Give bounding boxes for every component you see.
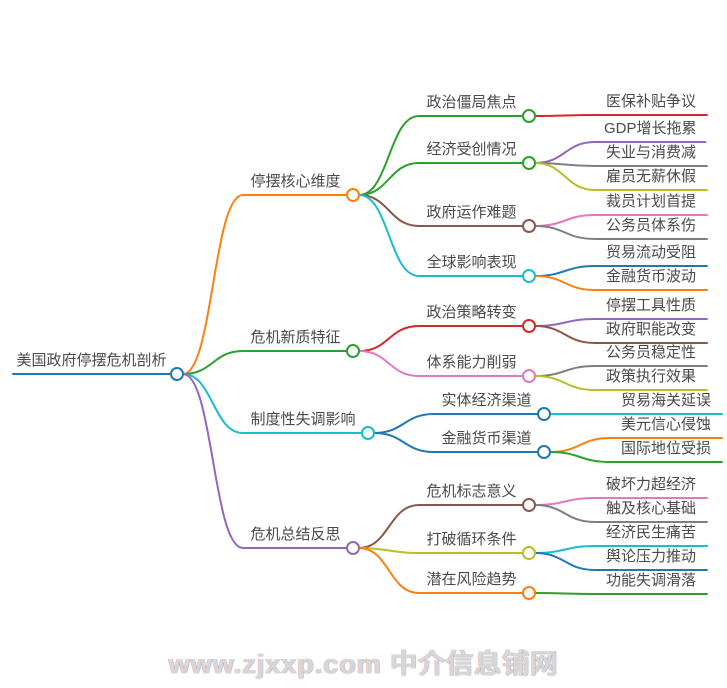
- node-toggle-circle[interactable]: [522, 498, 536, 512]
- mindmap-node-label[interactable]: 经济民生痛苦: [605, 524, 697, 541]
- mindmap-node-label[interactable]: 国际地位受损: [620, 440, 712, 457]
- mindmap-node-label[interactable]: 政治僵局焦点: [426, 94, 517, 111]
- branch-link: [534, 504, 708, 523]
- branch-link: [534, 375, 708, 391]
- mindmap-node-label[interactable]: 贸易海关延误: [620, 392, 712, 409]
- branch-link: [549, 451, 723, 463]
- branch-link: [358, 194, 525, 277]
- branch-link: [534, 114, 708, 117]
- node-toggle-circle[interactable]: [346, 344, 360, 358]
- mindmap-node-label[interactable]: 雇员无薪休假: [605, 168, 697, 185]
- branch-link: [182, 373, 349, 549]
- node-toggle-circle[interactable]: [522, 546, 536, 560]
- branch-link: [534, 162, 708, 191]
- mindmap-node-label[interactable]: GDP增长拖累: [603, 120, 697, 137]
- mindmap-node-label[interactable]: 潜在风险趋势: [426, 571, 517, 588]
- branch-link: [358, 325, 525, 352]
- node-toggle-circle[interactable]: [522, 219, 536, 233]
- node-toggle-circle[interactable]: [537, 445, 551, 459]
- mindmap-node-label[interactable]: 政府职能改变: [605, 321, 697, 338]
- node-toggle-circle[interactable]: [522, 586, 536, 600]
- branch-link: [534, 162, 708, 167]
- branch-link: [358, 547, 525, 554]
- branch-link: [358, 194, 525, 227]
- mindmap-node-label[interactable]: 舆论压力推动: [605, 548, 697, 565]
- mindmap-node-label[interactable]: 贸易流动受阻: [605, 244, 697, 261]
- mindmap-node-label[interactable]: 危机标志意义: [426, 483, 517, 500]
- branch-link: [358, 115, 525, 196]
- mindmap-root-label[interactable]: 美国政府停摆危机剖析: [16, 352, 167, 369]
- mindmap-node-label[interactable]: 公务员体系伤: [605, 217, 697, 234]
- branch-link: [534, 275, 708, 291]
- mindmap-node-label[interactable]: 触及核心基础: [605, 500, 697, 517]
- branch-link: [534, 225, 708, 240]
- mindmap-node-label[interactable]: 体系能力削弱: [426, 354, 517, 371]
- mindmap-node-label[interactable]: 政治策略转变: [426, 304, 517, 321]
- branch-link: [534, 592, 708, 595]
- mindmap-node-label[interactable]: 金融货币波动: [605, 268, 697, 285]
- mindmap-node-label[interactable]: 政策执行效果: [605, 368, 697, 385]
- mindmap-node-label[interactable]: 公务员稳定性: [605, 344, 697, 361]
- node-toggle-circle[interactable]: [522, 319, 536, 333]
- node-toggle-circle[interactable]: [522, 109, 536, 123]
- mindmap-node-label[interactable]: 裁员计划首提: [605, 193, 697, 210]
- mindmap-node-label[interactable]: 危机新质特征: [250, 329, 341, 346]
- branch-link: [182, 373, 364, 434]
- node-toggle-circle[interactable]: [170, 367, 184, 381]
- node-toggle-circle[interactable]: [361, 426, 375, 440]
- mindmap-node-label[interactable]: 政府运作难题: [426, 204, 517, 221]
- mindmap-node-label[interactable]: 停摆核心维度: [250, 173, 341, 190]
- mindmap-node-label[interactable]: 停摆工具性质: [605, 297, 697, 314]
- mindmap-node-label[interactable]: 破坏力超经济: [605, 476, 697, 493]
- mindmap-node-label[interactable]: 美元信心侵蚀: [620, 416, 712, 433]
- mindmap-node-label[interactable]: 实体经济渠道: [441, 392, 532, 409]
- branch-link: [182, 350, 349, 375]
- mindmap-node-label[interactable]: 打破循环条件: [426, 531, 517, 548]
- node-toggle-circle[interactable]: [522, 269, 536, 283]
- branch-link: [534, 552, 708, 571]
- node-toggle-circle[interactable]: [537, 407, 551, 421]
- branch-link: [358, 547, 525, 594]
- branch-link: [358, 504, 525, 549]
- mindmap-node-label[interactable]: 医保补贴争议: [605, 93, 697, 110]
- branch-link: [373, 432, 540, 453]
- branch-link: [358, 350, 525, 377]
- node-toggle-circle[interactable]: [346, 188, 360, 202]
- branch-link: [358, 162, 525, 196]
- mindmap-node-label[interactable]: 功能失调滑落: [605, 572, 697, 589]
- mindmap-node-label[interactable]: 失业与消费减: [605, 144, 697, 161]
- mindmap-node-label[interactable]: 制度性失调影响: [250, 411, 356, 428]
- mindmap-node-label[interactable]: 危机总结反思: [250, 526, 341, 543]
- branch-link: [534, 325, 708, 344]
- mindmap-node-label[interactable]: 全球影响表现: [426, 254, 517, 271]
- node-toggle-circle[interactable]: [522, 369, 536, 383]
- node-toggle-circle[interactable]: [522, 156, 536, 170]
- branch-link: [182, 194, 349, 375]
- watermark: www.zjxxp.com 中介信息铺网: [168, 649, 559, 679]
- mindmap-node-label[interactable]: 金融货币渠道: [441, 430, 532, 447]
- node-toggle-circle[interactable]: [346, 541, 360, 555]
- mindmap-node-label[interactable]: 经济受创情况: [426, 141, 517, 158]
- branch-link: [373, 413, 540, 434]
